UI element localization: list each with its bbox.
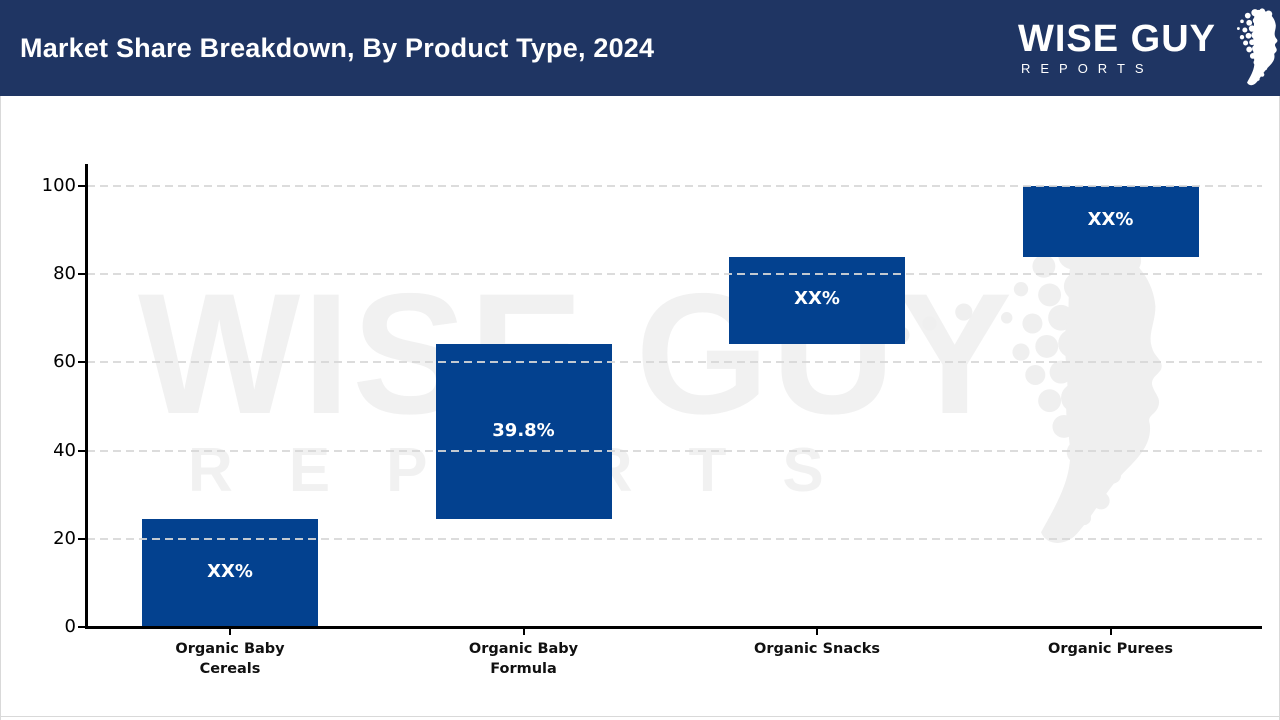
x-axis-spine (85, 626, 1262, 629)
gridline (87, 361, 1262, 364)
x-tickmark (522, 628, 525, 635)
chart-bar (729, 256, 905, 344)
category-label-line: Organic Snacks (754, 641, 880, 657)
category-label-line: Formula (490, 661, 557, 677)
y-tick-label: 80 (53, 263, 76, 285)
left-hairline (0, 96, 1, 720)
logo-wordmark: WISE GUY (1017, 18, 1216, 60)
x-tickmark (229, 628, 231, 635)
y-tickmark (78, 626, 85, 628)
x-tickmark (1109, 628, 1112, 635)
logo-text: WISE GUY REPORTS (1018, 20, 1216, 76)
y-tick-label: 20 (53, 527, 76, 549)
gridline (87, 273, 1262, 276)
gridline (87, 185, 1262, 187)
category-label: Organic Snacks (707, 639, 927, 659)
y-tick-label: 100 (41, 175, 76, 196)
y-tick-label: 0 (64, 616, 76, 637)
watermark-head-icon (892, 237, 1162, 544)
page-title: Market Share Breakdown, By Product Type,… (20, 32, 655, 63)
gridline (87, 449, 1262, 452)
category-label-line: Cereals (199, 661, 261, 677)
y-tickmark (78, 449, 85, 452)
y-tick-label: 60 (53, 351, 76, 373)
bar-value-label: XX% (794, 288, 840, 310)
x-tickmark (816, 628, 818, 635)
logo-subtitle: REPORTS (1020, 61, 1154, 76)
dotted-head-icon (1236, 8, 1278, 86)
category-label-line: Organic Baby (468, 641, 579, 657)
category-label-line: Organic Baby (175, 641, 285, 657)
bar-value-label: XX% (1087, 209, 1134, 231)
category-label: Organic Baby Cereals (120, 639, 340, 679)
wise-guy-logo: WISE GUY REPORTS (1018, 0, 1280, 96)
y-tick-label: 40 (53, 439, 76, 461)
gridline (87, 537, 1262, 540)
chart-bar (435, 343, 612, 520)
y-tickmark (78, 273, 85, 276)
y-tickmark (78, 537, 85, 540)
category-label: Organic Baby Formula (414, 639, 634, 679)
header-bar: Market Share Breakdown, By Product Type,… (0, 0, 1280, 96)
category-label: Organic Purees (1001, 639, 1221, 659)
chart-bar (1022, 186, 1199, 257)
bar-value-label: 39.8% (492, 419, 555, 441)
bar-value-label: XX% (207, 561, 253, 583)
bottom-hairline (0, 716, 1280, 717)
y-axis-spine (85, 163, 88, 629)
y-tickmark (78, 185, 85, 187)
category-label-line: Organic Purees (1048, 641, 1173, 657)
y-tickmark (78, 361, 85, 364)
chart-bar (142, 519, 318, 627)
